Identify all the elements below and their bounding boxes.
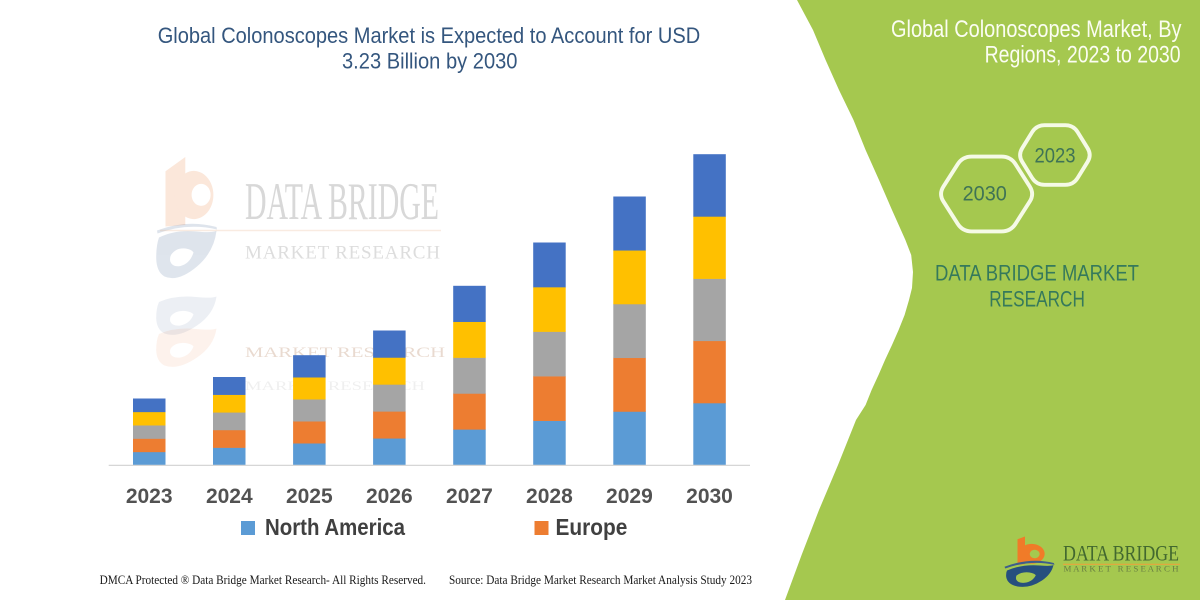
svg-text:2028: 2028 (526, 485, 573, 508)
svg-text:Source: Data Bridge Market Res: Source: Data Bridge Market Research Mark… (449, 573, 752, 587)
svg-text:2029: 2029 (606, 485, 653, 508)
svg-text:Global Colonoscopes Market is: Global Colonoscopes Market is Expected t… (158, 23, 701, 48)
svg-text:2023: 2023 (126, 485, 173, 508)
svg-text:2026: 2026 (366, 485, 413, 508)
svg-text:DATA BRIDGE: DATA BRIDGE (245, 173, 439, 231)
svg-text:2030: 2030 (963, 183, 1007, 206)
svg-text:2025: 2025 (286, 485, 333, 508)
svg-text:Regions, 2023 to 2030: Regions, 2023 to 2030 (985, 42, 1181, 69)
svg-text:Europe: Europe (556, 514, 628, 540)
svg-text:Global Colonoscopes Market, By: Global Colonoscopes Market, By (891, 16, 1182, 43)
svg-text:2024: 2024 (206, 485, 253, 508)
svg-text:M A R K E T R E S E A R C H: M A R K E T R E S E A R C H (1064, 564, 1179, 574)
svg-text:3.23 Billion by 2030: 3.23 Billion by 2030 (342, 49, 518, 74)
svg-text:MARKET RESEARCH: MARKET RESEARCH (245, 243, 440, 264)
svg-text:2023: 2023 (1035, 145, 1076, 168)
svg-text:2027: 2027 (446, 485, 493, 508)
svg-text:DMCA Protected ® Data Bridge M: DMCA Protected ® Data Bridge Market Rese… (100, 573, 426, 587)
svg-text:MARKET RESEARCH: MARKET RESEARCH (245, 345, 446, 361)
svg-text:RESEARCH: RESEARCH (989, 286, 1085, 311)
svg-text:DATA BRIDGE: DATA BRIDGE (1063, 541, 1179, 566)
svg-text:North America: North America (265, 514, 405, 540)
svg-text:DATA BRIDGE MARKET: DATA BRIDGE MARKET (935, 260, 1139, 285)
svg-text:2030: 2030 (686, 485, 733, 508)
